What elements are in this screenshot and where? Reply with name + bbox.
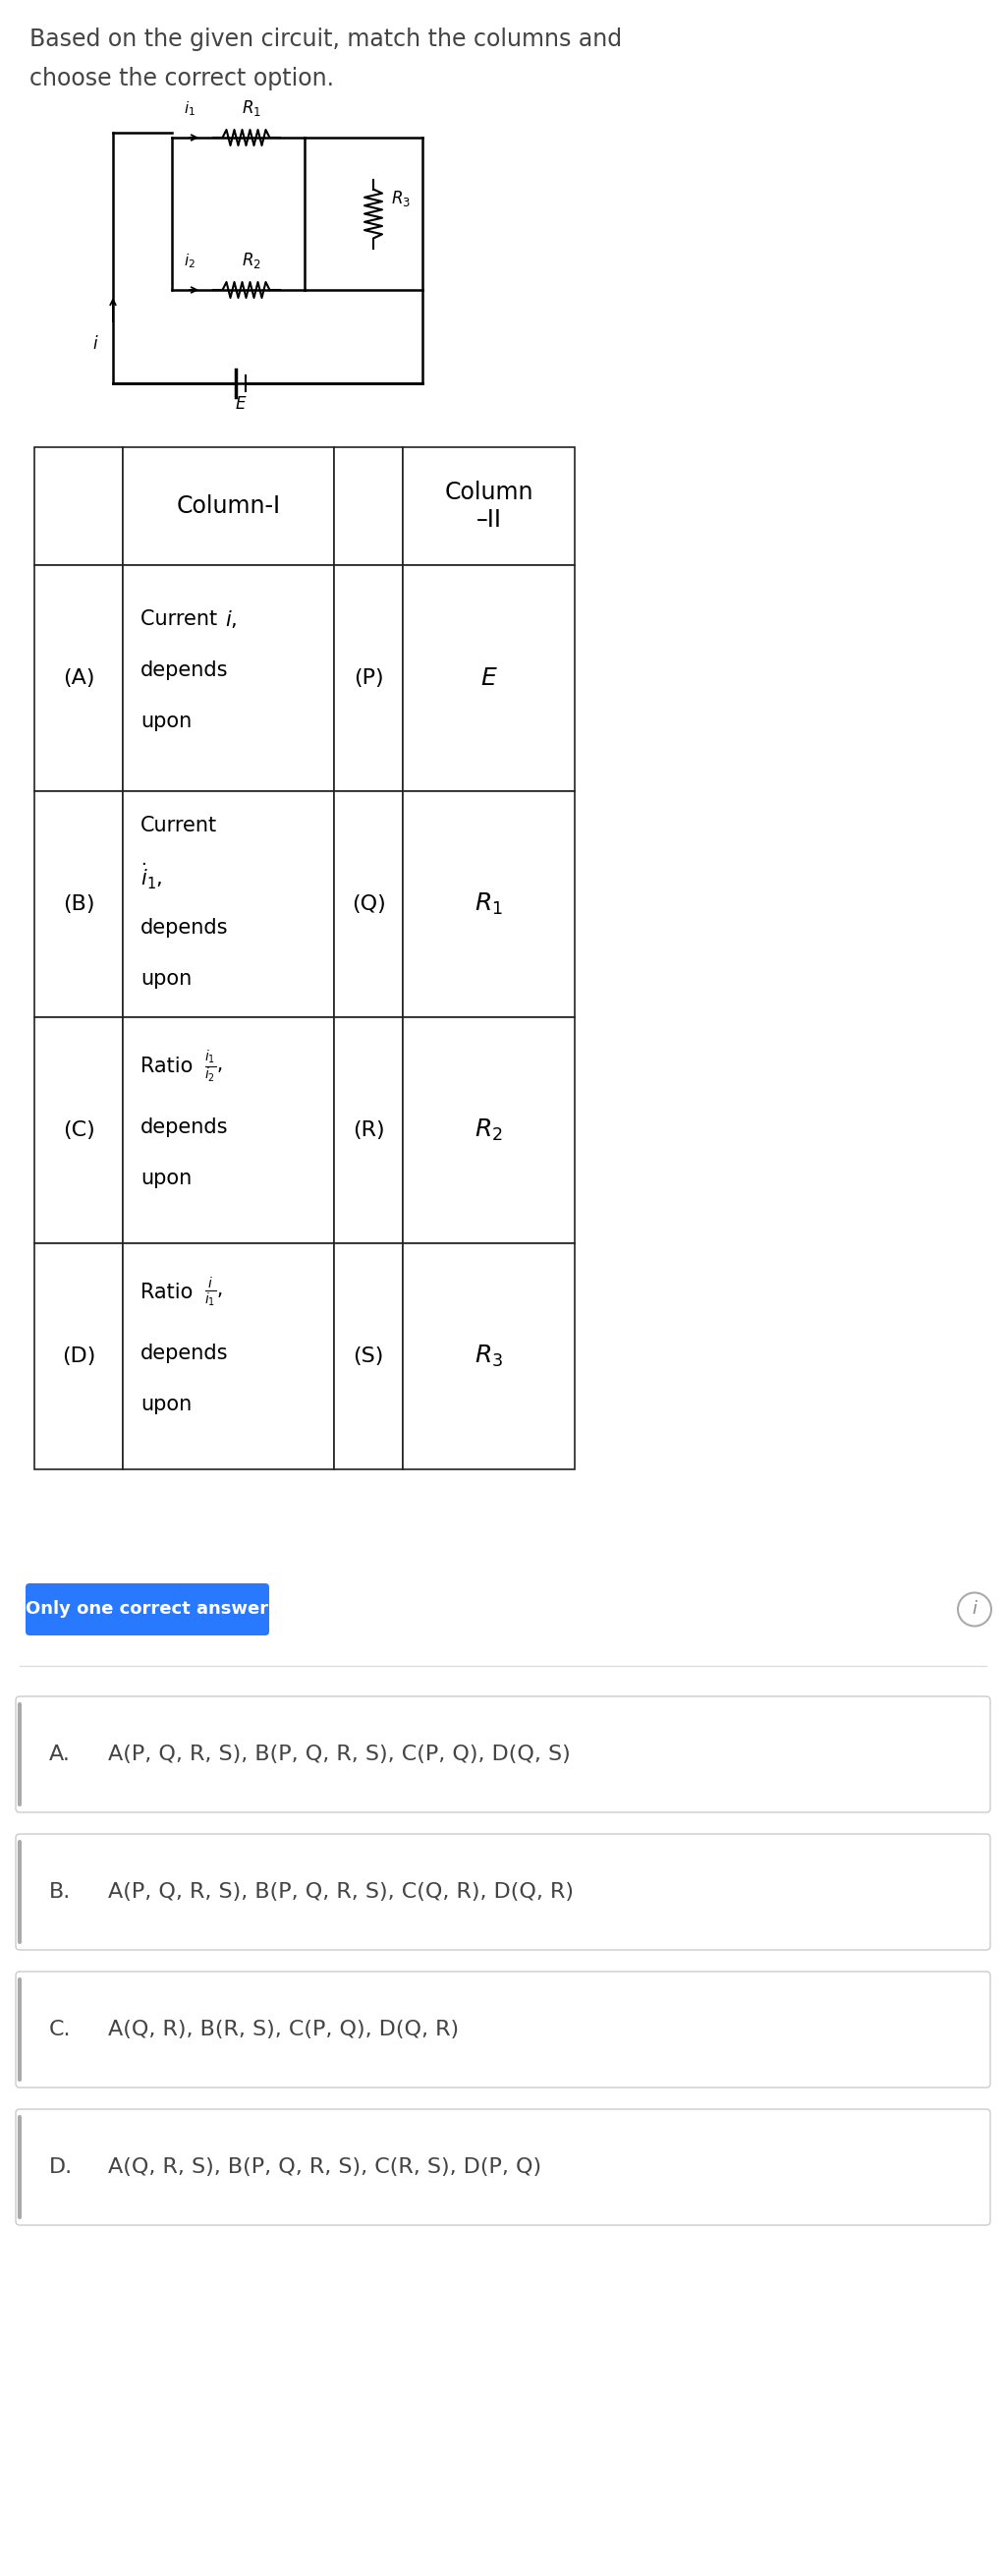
Text: Based on the given circuit, match the columns and: Based on the given circuit, match the co…	[29, 28, 622, 52]
Text: $R_1$: $R_1$	[241, 98, 261, 118]
FancyBboxPatch shape	[16, 1698, 990, 1814]
FancyBboxPatch shape	[25, 1584, 270, 1636]
FancyBboxPatch shape	[16, 1834, 990, 1950]
Text: $E$: $E$	[480, 667, 498, 690]
Bar	[123, 1244, 334, 1468]
Text: $\frac{i}{i_1},$: $\frac{i}{i_1},$	[204, 1275, 223, 1309]
FancyBboxPatch shape	[16, 2110, 990, 2226]
Text: depends: depends	[141, 917, 228, 938]
Bar	[123, 1018, 334, 1244]
Text: (B): (B)	[62, 894, 95, 914]
Text: depends: depends	[141, 659, 228, 680]
Text: $i_1$: $i_1$	[184, 100, 195, 118]
Bar	[123, 564, 334, 791]
Text: $R_3$: $R_3$	[391, 188, 410, 209]
Bar	[402, 791, 574, 1018]
Bar	[34, 1244, 123, 1468]
Text: (Q): (Q)	[351, 894, 385, 914]
Text: A(P, Q, R, S), B(P, Q, R, S), C(P, Q), D(Q, S): A(P, Q, R, S), B(P, Q, R, S), C(P, Q), D…	[108, 1744, 570, 1765]
Bar	[334, 1244, 402, 1468]
Text: (C): (C)	[62, 1121, 95, 1141]
Text: (R): (R)	[352, 1121, 384, 1141]
Text: $R_2$: $R_2$	[241, 250, 261, 270]
Text: $R_2$: $R_2$	[475, 1118, 503, 1144]
FancyBboxPatch shape	[16, 1971, 990, 2087]
Text: (D): (D)	[61, 1347, 96, 1365]
Text: D.: D.	[49, 2156, 72, 2177]
Text: i: i	[972, 1600, 977, 1618]
Text: choose the correct option.: choose the correct option.	[29, 67, 334, 90]
Text: $i,$: $i,$	[225, 608, 237, 631]
Bar	[402, 564, 574, 791]
Text: depends: depends	[141, 1345, 228, 1363]
Bar	[34, 564, 123, 791]
Bar	[334, 564, 402, 791]
Bar	[34, 448, 123, 564]
Bar	[123, 791, 334, 1018]
Text: $E$: $E$	[234, 394, 246, 412]
Text: A.: A.	[49, 1744, 70, 1765]
Text: B.: B.	[49, 1883, 71, 1901]
Text: $i$: $i$	[93, 335, 99, 353]
Bar	[34, 1018, 123, 1244]
Text: $\frac{i_1}{i_2},$: $\frac{i_1}{i_2},$	[204, 1048, 223, 1084]
Text: Only one correct answer: Only one correct answer	[26, 1600, 269, 1618]
Text: Current: Current	[141, 611, 223, 629]
Bar	[402, 1244, 574, 1468]
Text: upon: upon	[141, 969, 192, 989]
Text: A(P, Q, R, S), B(P, Q, R, S), C(Q, R), D(Q, R): A(P, Q, R, S), B(P, Q, R, S), C(Q, R), D…	[108, 1883, 573, 1901]
Text: A(Q, R), B(R, S), C(P, Q), D(Q, R): A(Q, R), B(R, S), C(P, Q), D(Q, R)	[108, 2020, 459, 2040]
Text: Column
–II: Column –II	[445, 482, 533, 531]
Bar	[402, 448, 574, 564]
Bar	[402, 1018, 574, 1244]
Text: Current: Current	[141, 817, 217, 835]
Text: C.: C.	[49, 2020, 71, 2040]
Bar	[34, 791, 123, 1018]
Text: $\dot{i}_1,$: $\dot{i}_1,$	[141, 863, 163, 891]
Text: upon: upon	[141, 1170, 192, 1188]
Bar	[334, 448, 402, 564]
Text: Ratio: Ratio	[141, 1283, 193, 1303]
Text: Ratio: Ratio	[141, 1056, 193, 1077]
Text: (P): (P)	[353, 667, 383, 688]
Text: (A): (A)	[62, 667, 95, 688]
Text: Column-I: Column-I	[176, 495, 281, 518]
Bar	[334, 791, 402, 1018]
Text: $R_3$: $R_3$	[475, 1345, 503, 1370]
Text: A(Q, R, S), B(P, Q, R, S), C(R, S), D(P, Q): A(Q, R, S), B(P, Q, R, S), C(R, S), D(P,…	[108, 2156, 541, 2177]
Text: $R_1$: $R_1$	[475, 891, 503, 917]
Text: depends: depends	[141, 1118, 228, 1136]
Text: upon: upon	[141, 711, 192, 732]
Text: $i_2$: $i_2$	[184, 252, 195, 270]
Bar	[334, 1018, 402, 1244]
Text: (S): (S)	[353, 1347, 384, 1365]
Text: upon: upon	[141, 1394, 192, 1414]
Bar	[123, 448, 334, 564]
